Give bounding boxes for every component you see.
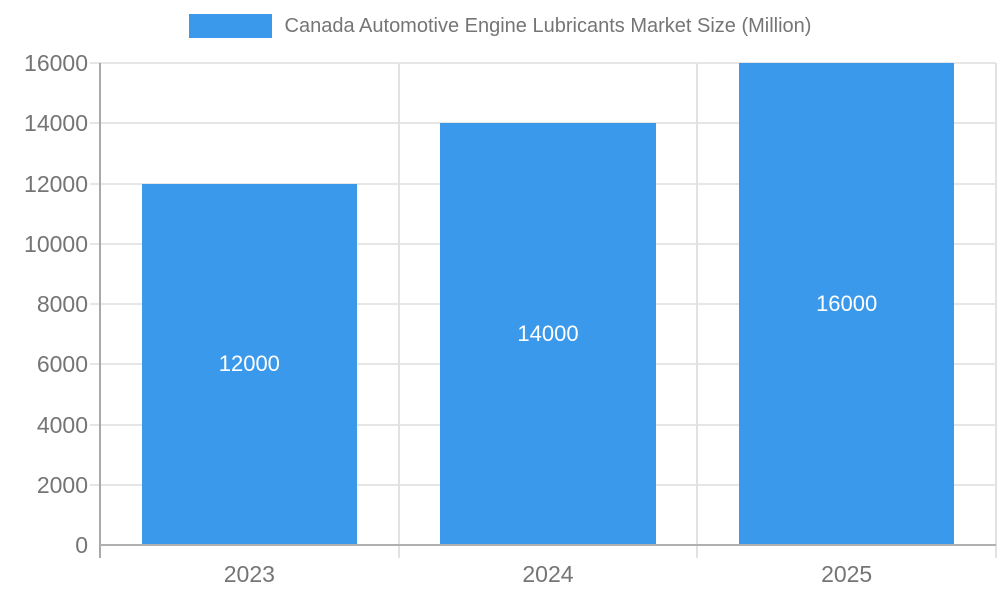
x-axis-tick-label: 2023: [223, 561, 275, 587]
x-axis-line: [100, 544, 996, 546]
x-axis-labels: 2023 2024 2025: [100, 558, 996, 590]
bar-value-label: 14000: [517, 321, 579, 347]
bar-2024[interactable]: 14000: [440, 123, 656, 545]
category-boundary-gridline: [696, 63, 699, 558]
category-boundary-gridline: [995, 63, 997, 558]
y-axis-tick-label: 16000: [24, 50, 88, 76]
y-axis-tick-label: 2000: [36, 471, 88, 498]
y-gridline: [90, 62, 996, 64]
x-axis-tick-label: 2025: [821, 561, 873, 587]
bar-value-label: 12000: [218, 351, 280, 377]
y-axis-tick-label: 6000: [36, 351, 88, 378]
y-axis-tick-label: 14000: [24, 110, 88, 137]
legend-label: Canada Automotive Engine Lubricants Mark…: [284, 14, 812, 37]
y-axis-tick-label: 12000: [24, 170, 88, 197]
legend[interactable]: Canada Automotive Engine Lubricants Mark…: [0, 14, 1000, 38]
y-axis-tick-label: 8000: [36, 291, 88, 317]
bar-2025[interactable]: 16000: [739, 63, 955, 545]
bar-2023[interactable]: 12000: [141, 183, 357, 545]
y-axis-labels: 0 2000 4000 6000 8000 10000 12000 14000 16000: [0, 0, 88, 600]
y-axis-tick-label: 10000: [24, 230, 88, 257]
legend-swatch: [188, 14, 272, 38]
y-axis-tick-label: 4000: [36, 411, 88, 438]
plot-area: 12000 14000 16000: [90, 62, 997, 558]
y-axis-tick-label: 0: [75, 532, 88, 558]
x-axis-tick-label: 2024: [522, 561, 574, 587]
bar-value-label: 16000: [816, 291, 878, 316]
category-boundary-gridline: [397, 63, 400, 558]
y-axis-line: [99, 63, 101, 558]
